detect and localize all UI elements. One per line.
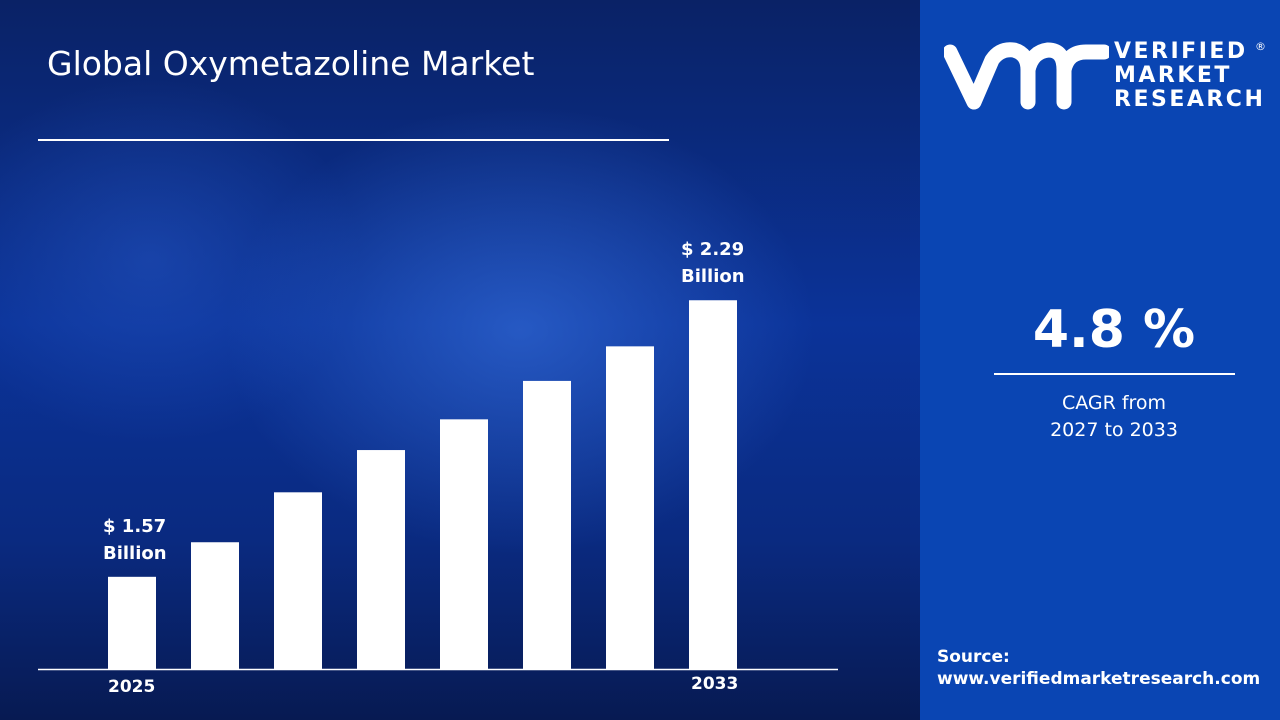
x-tick-2025: 2025 [108,677,156,697]
title-divider [38,139,669,141]
first-value: $ 1.57 [103,516,167,537]
last-value-label: $ 2.29 Billion [681,236,745,290]
cagr-label-line-2: 2027 to 2033 [1050,419,1178,441]
registered-mark: ® [1255,40,1266,53]
bar-index-4 [440,419,488,669]
source-url[interactable]: www.verifiedmarketresearch.com [937,669,1261,689]
source: Source: www.verifiedmarketresearch.com [937,646,1260,690]
last-unit: Billion [681,266,745,287]
brand-panel [920,0,1280,720]
brand-name: VERIFIED MARKET RESEARCH [1114,40,1265,112]
first-unit: Billion [103,543,167,564]
chart-title: Global Oxymetazoline Market [47,44,535,83]
bar-index-6 [606,346,654,669]
cagr-label: CAGR from 2027 to 2033 [994,390,1234,444]
bar-index-2 [274,492,322,669]
vmr-logo-icon [944,42,1109,110]
cagr-label-line-1: CAGR from [1061,392,1167,414]
bar-chart [0,0,920,720]
cagr-value: 4.8 % [1032,300,1196,360]
bar-2033 [689,300,737,669]
first-value-label: $ 1.57 Billion [103,513,167,567]
brand-line-1: VERIFIED [1114,39,1248,64]
bar-index-5 [523,380,571,669]
bar-index-3 [357,450,405,669]
x-tick-2033: 2033 [691,674,739,694]
last-value: $ 2.29 [681,239,745,260]
brand-line-2: MARKET [1114,63,1232,88]
bar-2025 [108,576,156,669]
brand-line-3: RESEARCH [1114,87,1266,112]
source-label: Source: [937,647,1010,667]
bar-index-1 [191,542,239,669]
cagr-divider [994,373,1235,375]
